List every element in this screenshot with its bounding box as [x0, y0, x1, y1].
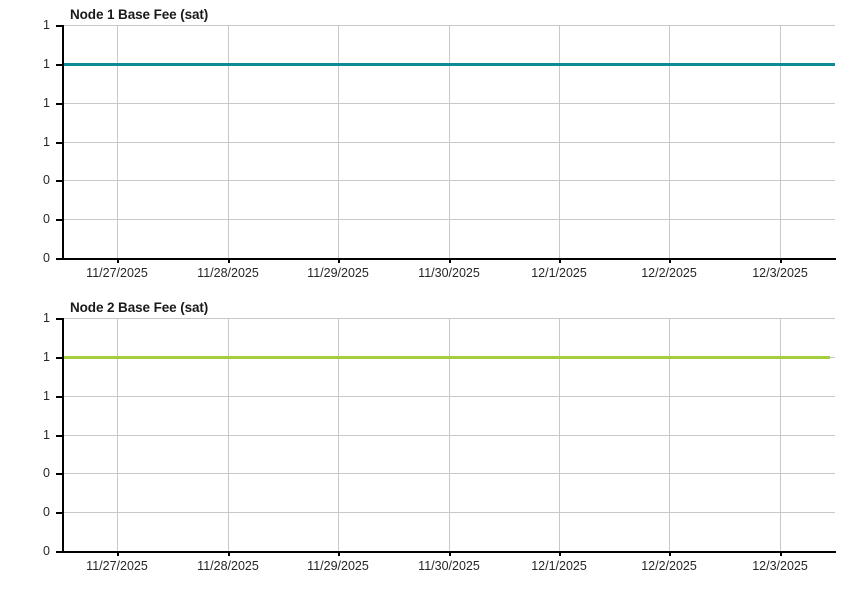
y-axis-label: 1: [43, 389, 50, 403]
gridline-vertical: [780, 25, 781, 258]
x-axis-label: 12/2/2025: [641, 266, 697, 280]
y-axis-tick: [56, 473, 62, 475]
x-axis-label: 12/1/2025: [531, 266, 587, 280]
y-axis-label: 0: [43, 544, 50, 558]
x-axis-label: 12/3/2025: [752, 266, 808, 280]
y-axis-tick: [56, 512, 62, 514]
gridline-horizontal: [62, 435, 835, 436]
series-line-node-1: [62, 63, 835, 66]
y-axis-label: 1: [43, 135, 50, 149]
gridline-horizontal: [62, 103, 835, 104]
chart-title-node-2: Node 2 Base Fee (sat): [70, 300, 209, 315]
x-axis-tick: [449, 258, 451, 263]
x-axis-label: 11/28/2025: [197, 266, 259, 280]
gridline-horizontal: [62, 219, 835, 220]
gridline-vertical: [669, 318, 670, 551]
gridline-vertical: [449, 318, 450, 551]
gridline-horizontal: [62, 180, 835, 181]
y-axis-label: 0: [43, 251, 50, 265]
y-axis-tick: [56, 551, 62, 553]
y-axis-label: 1: [43, 96, 50, 110]
gridline-vertical: [669, 25, 670, 258]
x-axis-label: 12/3/2025: [752, 559, 808, 573]
y-axis-tick: [56, 435, 62, 437]
x-axis-line: [62, 551, 836, 553]
chart-panel-node-1: Node 1 Base Fee (sat) 1 1 1 1 0 0 0 11/27/2025 1…: [0, 0, 860, 295]
x-axis-tick: [338, 258, 340, 263]
y-axis-label: 1: [43, 428, 50, 442]
x-axis-label: 11/30/2025: [418, 266, 480, 280]
x-axis-tick: [669, 258, 671, 263]
gridline-vertical: [449, 25, 450, 258]
y-axis-tick: [56, 180, 62, 182]
y-axis-label: 0: [43, 173, 50, 187]
x-axis-tick: [780, 551, 782, 556]
x-axis-label: 11/27/2025: [86, 266, 148, 280]
y-axis-tick: [56, 64, 62, 66]
y-axis-label: 1: [43, 350, 50, 364]
x-axis-tick: [559, 551, 561, 556]
y-axis-label: 0: [43, 505, 50, 519]
x-axis-label: 12/1/2025: [531, 559, 587, 573]
y-axis-label: 0: [43, 466, 50, 480]
gridline-horizontal: [62, 142, 835, 143]
plot-area-node-2: [62, 318, 835, 551]
y-axis-label: 0: [43, 212, 50, 226]
x-axis-label: 12/2/2025: [641, 559, 697, 573]
y-axis-line: [62, 25, 64, 260]
y-axis-tick: [56, 258, 62, 260]
x-axis-label: 11/29/2025: [307, 266, 369, 280]
x-axis-label: 11/28/2025: [197, 559, 259, 573]
x-axis-tick: [228, 258, 230, 263]
y-axis-tick: [56, 25, 62, 27]
y-axis-tick: [56, 219, 62, 221]
chart-panel-node-2: Node 2 Base Fee (sat) 1 1 1 1 0 0 0 11/27/2025 1…: [0, 293, 860, 600]
x-axis-tick: [117, 551, 119, 556]
x-axis-tick: [559, 258, 561, 263]
x-axis-label: 11/29/2025: [307, 559, 369, 573]
x-axis-tick: [338, 551, 340, 556]
y-axis-tick: [56, 142, 62, 144]
y-axis-tick: [56, 318, 62, 320]
x-axis-tick: [669, 551, 671, 556]
y-axis-tick: [56, 103, 62, 105]
gridline-vertical: [117, 25, 118, 258]
x-axis-tick: [449, 551, 451, 556]
x-axis-label: 11/30/2025: [418, 559, 480, 573]
gridline-vertical: [780, 318, 781, 551]
gridline-horizontal: [62, 473, 835, 474]
y-axis-label: 1: [43, 57, 50, 71]
plot-area-node-1: [62, 25, 835, 258]
gridline-vertical: [559, 25, 560, 258]
y-axis-tick: [56, 396, 62, 398]
gridline-vertical: [117, 318, 118, 551]
y-axis-line: [62, 318, 64, 553]
gridline-horizontal: [62, 512, 835, 513]
gridline-vertical: [338, 25, 339, 258]
gridline-horizontal: [62, 396, 835, 397]
x-axis-label: 11/27/2025: [86, 559, 148, 573]
gridline-vertical: [228, 25, 229, 258]
x-axis-line: [62, 258, 836, 260]
gridline-horizontal: [62, 318, 835, 319]
chart-title-node-1: Node 1 Base Fee (sat): [70, 7, 209, 22]
gridline-horizontal: [62, 25, 835, 26]
gridline-vertical: [338, 318, 339, 551]
y-axis-label: 1: [43, 311, 50, 325]
gridline-vertical: [228, 318, 229, 551]
x-axis-tick: [117, 258, 119, 263]
gridline-vertical: [559, 318, 560, 551]
y-axis-label: 1: [43, 18, 50, 32]
x-axis-tick: [780, 258, 782, 263]
y-axis-tick: [56, 357, 62, 359]
series-line-node-2: [62, 356, 830, 359]
x-axis-tick: [228, 551, 230, 556]
